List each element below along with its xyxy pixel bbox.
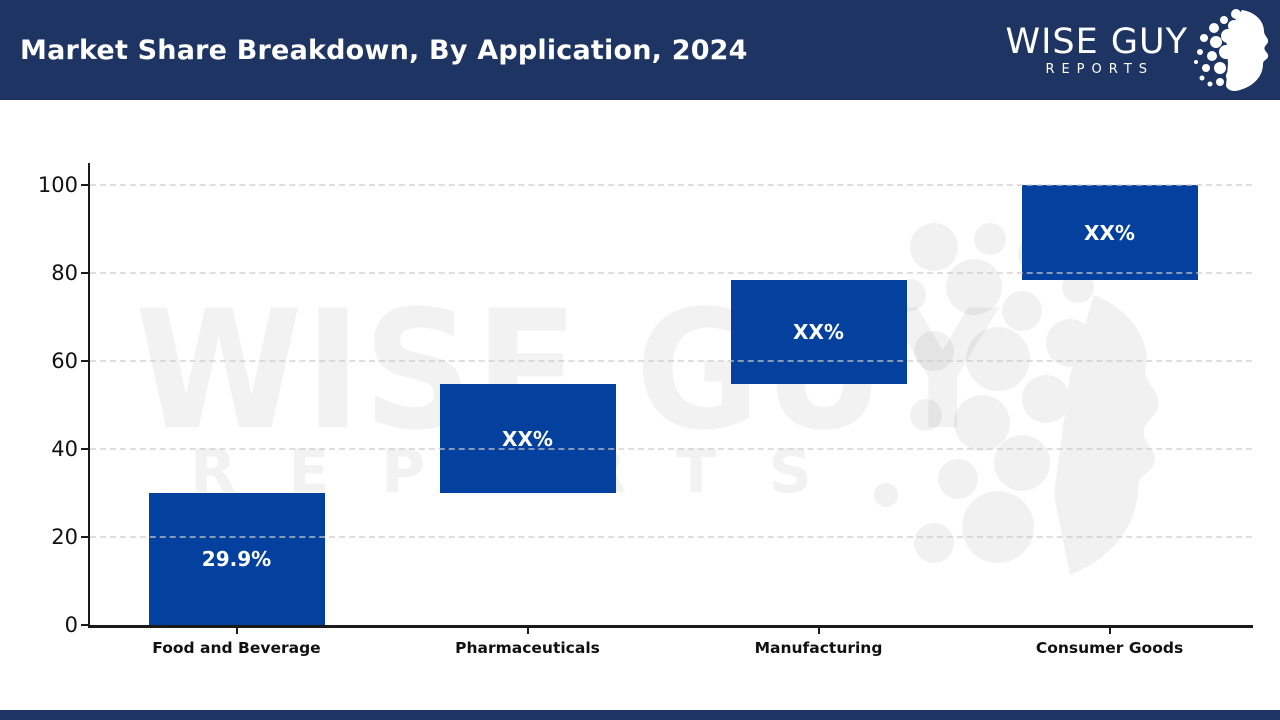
x-axis-label-food-and-beverage: Food and Beverage <box>152 639 321 657</box>
logo-line1: WISE GUY <box>1005 21 1188 62</box>
logo-wordmark: WISE GUY REPORTS <box>1005 21 1188 77</box>
y-tickmark <box>81 272 89 274</box>
bar-value-label-manufacturing: XX% <box>793 320 844 345</box>
gridline-80 <box>90 272 1252 274</box>
bar-pharmaceuticals <box>439 384 616 494</box>
x-axis-label-manufacturing: Manufacturing <box>754 639 883 657</box>
y-tickmark <box>81 448 89 450</box>
bar-food-and-beverage <box>148 493 325 625</box>
bar-value-label-pharmaceuticals: XX% <box>502 426 553 451</box>
y-axis-tick-label: 100 <box>37 173 78 197</box>
logo-line2: REPORTS <box>1045 61 1155 77</box>
y-axis-tick-label: 40 <box>51 437 78 461</box>
y-tickmark <box>81 184 89 186</box>
y-axis-tick-label: 20 <box>51 525 78 549</box>
wise-guy-reports-logo: WISE GUY REPORTS <box>1005 6 1272 94</box>
y-tickmark <box>81 360 89 362</box>
header-bar: Market Share Breakdown, By Application, … <box>0 0 1280 100</box>
x-axis-label-consumer-goods: Consumer Goods <box>1035 639 1184 657</box>
gridline-60 <box>90 360 1252 362</box>
x-axis-label-pharmaceuticals: Pharmaceuticals <box>455 639 600 657</box>
bar-manufacturing <box>730 280 907 385</box>
y-tickmark <box>81 536 89 538</box>
x-tickmark <box>235 627 238 634</box>
footer-bar <box>0 710 1280 720</box>
x-tickmark <box>526 627 529 634</box>
x-tickmark <box>817 627 820 634</box>
x-axis-spine <box>88 625 1253 628</box>
y-axis-tick-label: 0 <box>64 613 78 637</box>
x-tickmark <box>1108 627 1111 634</box>
page-title: Market Share Breakdown, By Application, … <box>20 34 748 66</box>
y-axis-tick-label: 60 <box>51 349 78 373</box>
logo-face-icon <box>1194 9 1269 91</box>
y-axis-tick-label: 80 <box>51 261 78 285</box>
bar-value-label-food-and-beverage: 29.9% <box>201 547 272 572</box>
y-tickmark <box>81 624 89 626</box>
y-axis-spine <box>88 163 90 627</box>
gridline-100 <box>90 184 1252 186</box>
bar-value-label-consumer-goods: XX% <box>1084 220 1135 245</box>
gridline-20 <box>90 536 1252 538</box>
bar-consumer-goods <box>1021 185 1198 281</box>
gridline-40 <box>90 448 1252 450</box>
